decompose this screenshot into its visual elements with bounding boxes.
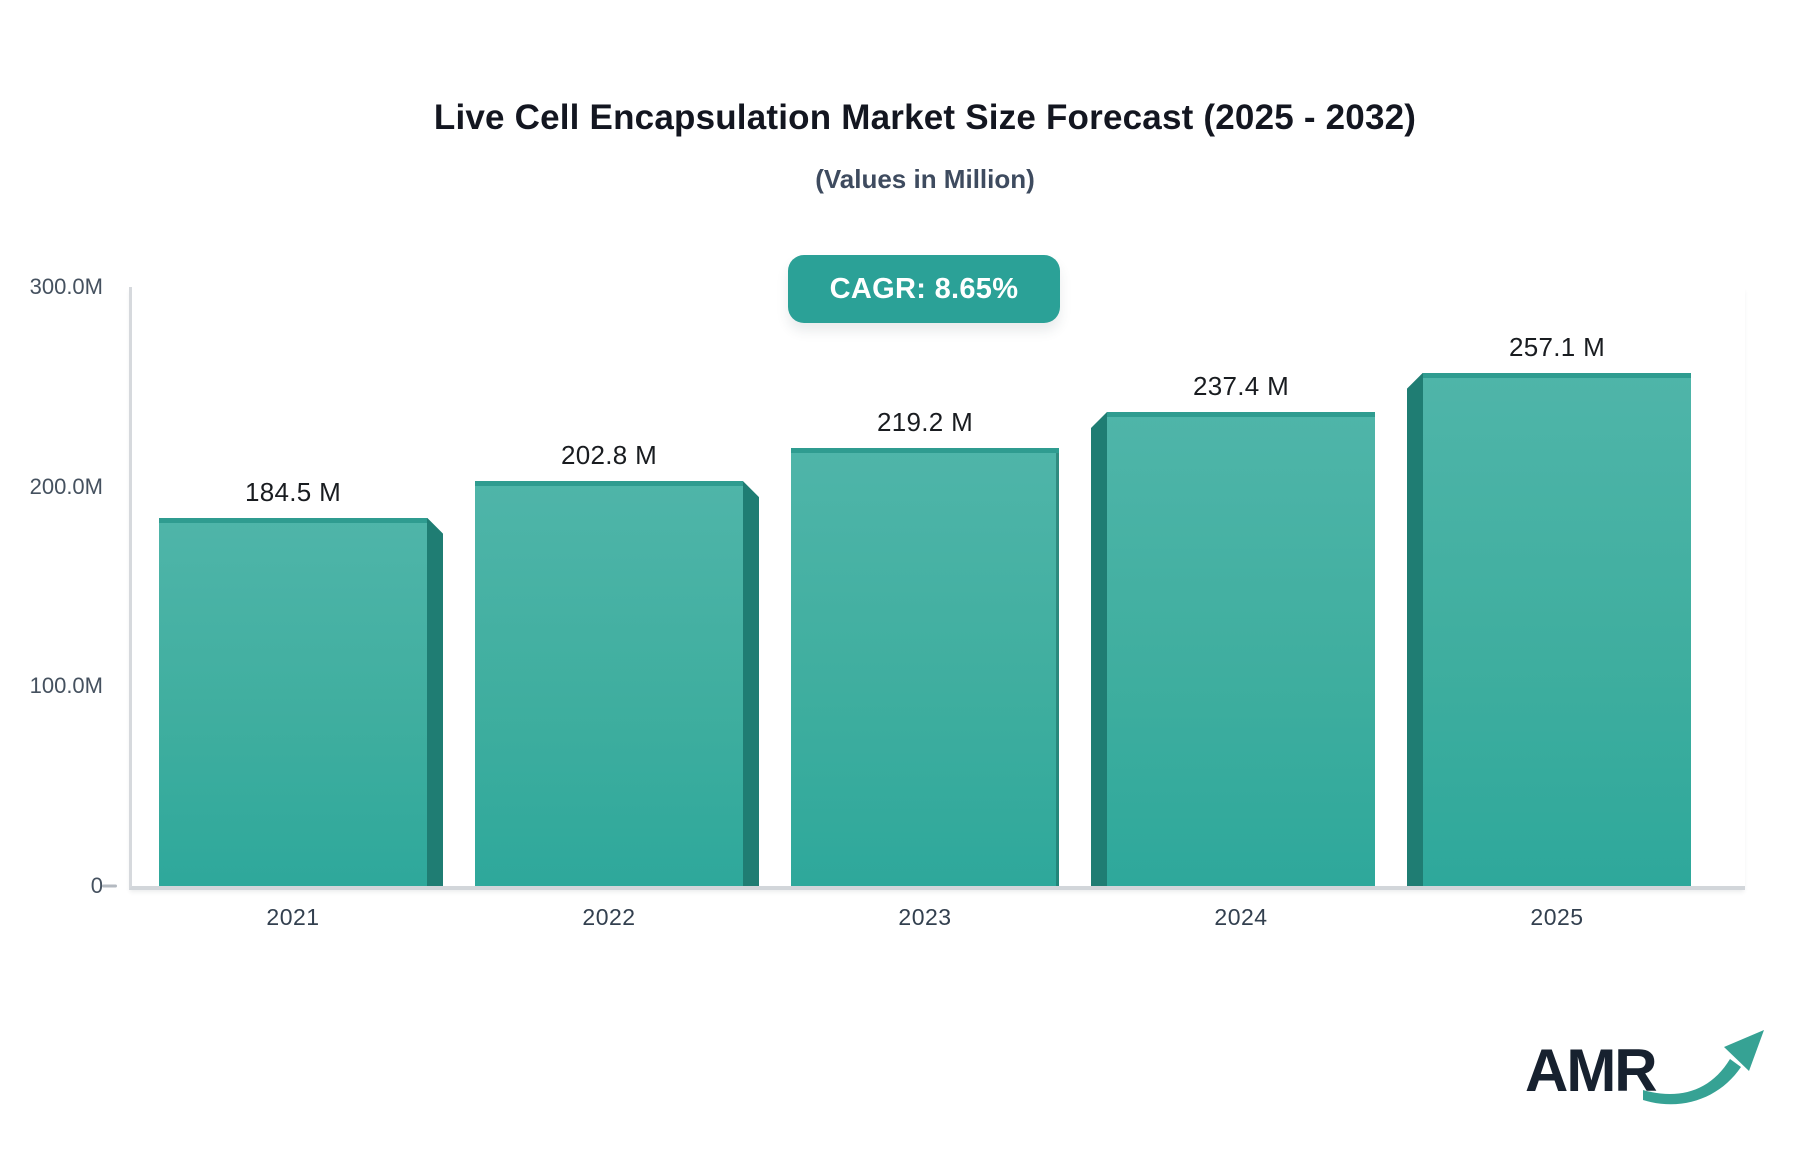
bar-2025: 257.1 M <box>1407 332 1691 886</box>
amr-logo-text: AMR <box>1525 1036 1658 1104</box>
bar-2023: 219.2 M <box>791 407 1059 886</box>
bar-2024: 237.4 M <box>1091 371 1375 886</box>
bar-bevel-right <box>743 481 759 886</box>
x-axis-label: 2022 <box>582 904 636 930</box>
y-axis-tick-label: 100.0M <box>29 673 103 699</box>
x-axis-label: 2023 <box>898 904 952 930</box>
bar-2021: 184.5 M <box>159 477 443 886</box>
bar-bevel-left <box>1091 412 1107 886</box>
growth-arrow-icon <box>1642 1030 1764 1105</box>
cagr-badge: CAGR: 8.65% <box>788 255 1060 323</box>
y-axis-tick-label: 300.0M <box>29 274 103 299</box>
bar-slot-2022: 202.8 M 2022 <box>451 287 767 930</box>
bar-slot-2025: 257.1 M 2025 <box>1399 287 1715 930</box>
bar-value-label: 257.1 M <box>1508 331 1606 362</box>
plot-area: 184.5 M 2021 202.8 M 2022 219.2 M 2023 237.4 M… <box>30 274 1745 930</box>
page-subtitle: (Values in Million) <box>815 164 1035 194</box>
cagr-badge-label: CAGR: 8.65% <box>829 272 1019 305</box>
x-axis-label: 2024 <box>1214 904 1268 930</box>
y-axis-tick-label: 0 <box>90 873 103 898</box>
y-axis-tick-dash <box>102 884 117 888</box>
bar-slot-2021: 184.5 M 2021 <box>135 287 451 930</box>
y-axis-tick-label: 200.0M <box>29 473 103 499</box>
bar-bevel-left <box>1407 372 1423 886</box>
x-axis-label: 2025 <box>1530 904 1584 930</box>
bar-value-label: 237.4 M <box>1192 371 1290 401</box>
bar-2022: 202.8 M <box>475 440 759 886</box>
amr-logo: AMR <box>1525 1030 1768 1108</box>
bar-slot-2023: 219.2 M 2023 <box>767 287 1083 930</box>
bar-value-label: 219.2 M <box>876 407 974 438</box>
bar-value-label: 184.5 M <box>244 476 342 507</box>
bar-value-label: 202.8 M <box>560 440 658 471</box>
bar-slot-2024: 237.4 M 2024 <box>1083 287 1399 930</box>
bars-row: 184.5 M 2021 202.8 M 2022 219.2 M 2023 237.4 M… <box>135 287 1715 930</box>
x-axis-label: 2021 <box>266 904 320 930</box>
page-title: Live Cell Encapsulation Market Size Fore… <box>433 98 1417 137</box>
bar-bevel-right <box>427 517 443 886</box>
